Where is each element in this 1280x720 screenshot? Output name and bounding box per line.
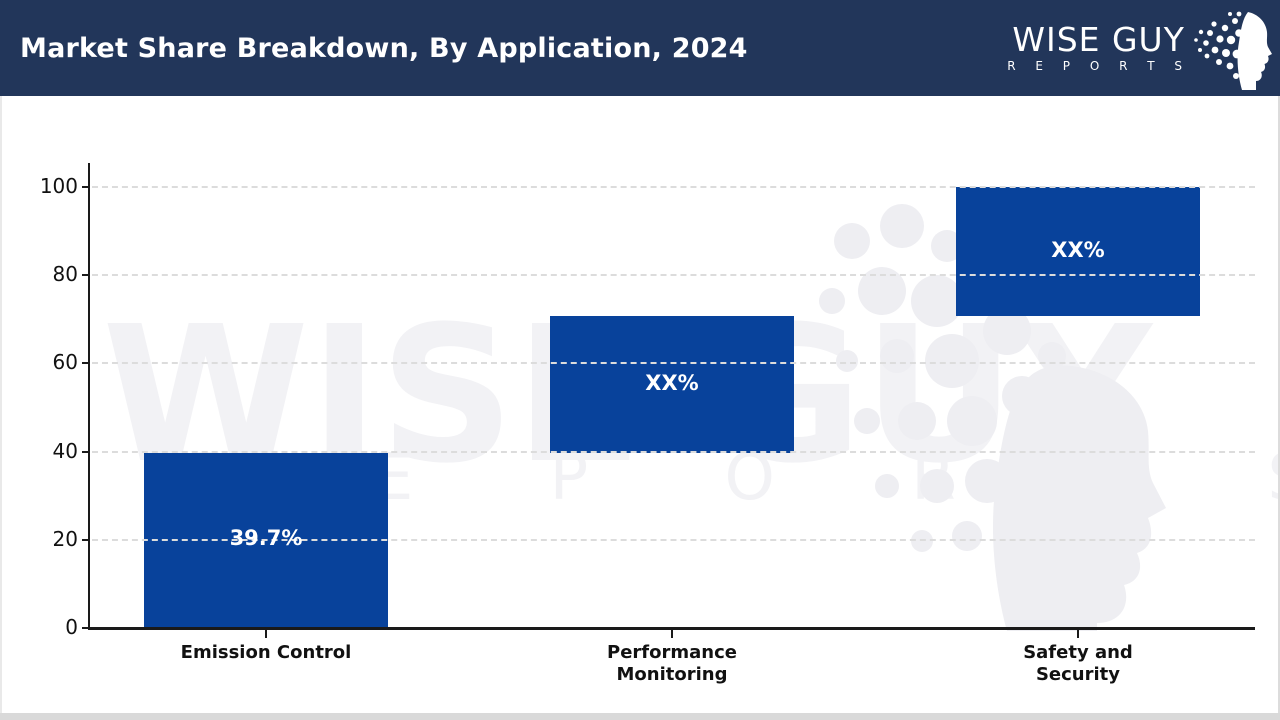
logo-wordmark: WISE GUY R E P O R T S <box>1007 19 1190 74</box>
y-tick-mark-0 <box>82 627 90 629</box>
y-tick-label-40: 40 <box>52 438 78 463</box>
x-tick-mark-emission-control <box>265 630 267 638</box>
x-category-label-safety-and-security: Safety and Security <box>1023 642 1133 685</box>
logo-wordmark-line2: R E P O R T S <box>1007 59 1190 74</box>
wiseguy-logo: WISE GUY R E P O R T S <box>1007 6 1274 90</box>
y-axis-line <box>88 163 90 630</box>
plot-area: 0 20 40 60 80 100 39.7% Emission Control XX% Perf… <box>2 96 1278 720</box>
page-title: Market Share Breakdown, By Application, … <box>20 32 748 64</box>
y-gridline-80 <box>92 274 1255 277</box>
header-bar: Market Share Breakdown, By Application, … <box>0 0 1280 96</box>
y-tick-mark-20 <box>82 538 90 541</box>
y-gridline-20 <box>92 538 1255 541</box>
bar-performance-monitoring <box>550 316 794 453</box>
y-tick-mark-80 <box>82 274 90 277</box>
y-tick-mark-60 <box>82 362 90 365</box>
y-tick-label-100: 100 <box>39 174 78 198</box>
y-tick-label-20: 20 <box>52 526 78 551</box>
x-axis-line <box>88 627 1255 630</box>
y-tick-label-60: 60 <box>52 350 78 375</box>
bar-value-label-performance-monitoring: XX% <box>645 370 699 395</box>
y-gridline-40 <box>92 450 1255 453</box>
watermark-face-graphic <box>819 204 1166 631</box>
x-tick-mark-performance-monitoring <box>671 630 673 638</box>
y-gridline-60 <box>92 362 1255 365</box>
y-tick-mark-40 <box>82 450 90 453</box>
x-tick-mark-safety-and-security <box>1077 630 1079 638</box>
y-gridline-100 <box>92 186 1255 188</box>
x-category-label-performance-monitoring: Performance Monitoring <box>607 642 737 685</box>
bar-value-label-emission-control: 39.7% <box>229 526 303 551</box>
y-tick-mark-100 <box>82 186 90 188</box>
logo-face-icon <box>1194 11 1272 90</box>
bar-value-label-safety-and-security: XX% <box>1051 237 1105 262</box>
x-category-label-emission-control: Emission Control <box>180 642 352 663</box>
bottom-border <box>0 713 1280 720</box>
logo-wordmark-line1: WISE GUY <box>1012 19 1185 59</box>
y-tick-label-0: 0 <box>65 615 78 639</box>
chart-canvas: WISE GUY R E P O R T S 0 20 40 60 80 100 39.7%… <box>0 96 1280 720</box>
y-tick-label-80: 80 <box>52 262 78 287</box>
bar-safety-and-security <box>956 187 1200 317</box>
